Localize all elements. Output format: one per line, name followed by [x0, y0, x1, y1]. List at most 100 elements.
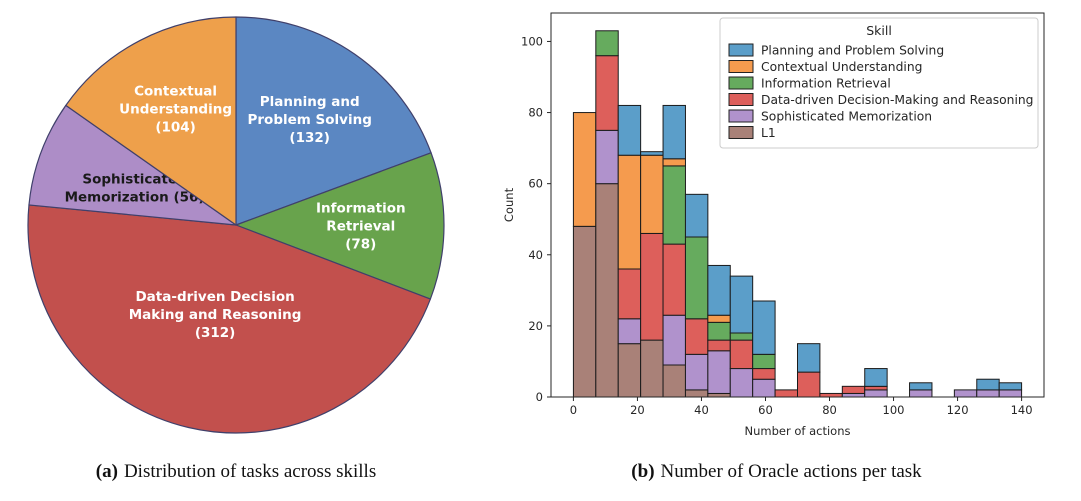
y-tick-label: 100 — [521, 34, 543, 48]
bar-segment — [797, 343, 821, 373]
x-axis-label: Number of actions — [745, 424, 851, 438]
bar-segment — [752, 300, 776, 355]
caption-b: (b) Number of Oracle actions per task — [631, 461, 921, 483]
caption-a-label: (a) — [95, 461, 118, 482]
bar-segment — [707, 350, 731, 394]
x-tick-label: 60 — [758, 403, 773, 417]
bar-segment — [729, 275, 754, 334]
bar-segment — [640, 151, 664, 156]
x-tick-label: 0 — [570, 403, 577, 417]
bar-segment — [617, 154, 642, 270]
pie-chart: Planning and Problem Solving (132) Informat… — [27, 16, 445, 434]
x-tick-label: 140 — [1011, 403, 1033, 417]
bar-segment — [707, 339, 731, 352]
legend-entry-label: Contextual Understanding — [761, 60, 922, 74]
legend-swatch — [728, 93, 754, 106]
legend-entry-label: Information Retrieval — [761, 77, 891, 91]
bar-segment — [752, 353, 776, 370]
pie-slice-label: Data-driven Decision Making and Reasoning… — [129, 289, 302, 341]
bar-segment — [841, 392, 866, 398]
bar-segment — [864, 385, 888, 391]
bar-segment — [595, 55, 619, 131]
bar-segment — [640, 339, 664, 398]
legend-entry-label: Data-driven Decision-Making and Reasonin… — [761, 93, 1033, 107]
legend-entry-label: Planning and Problem Solving — [761, 44, 944, 58]
bar-segment — [864, 368, 888, 387]
bar-segment — [909, 382, 933, 391]
pie-slice — [235, 152, 445, 300]
legend-entry-label: Sophisticated Memorization — [761, 110, 932, 124]
bar-segment — [819, 392, 843, 398]
bar-segment — [662, 243, 686, 316]
bar-segment — [662, 314, 686, 366]
pie-slice-label: Contextual Understanding (104) — [119, 84, 232, 136]
x-tick-label: 80 — [822, 403, 837, 417]
bar-segment — [797, 371, 821, 398]
x-tick-label: 20 — [630, 403, 645, 417]
bar-segment — [774, 389, 798, 398]
y-tick-label: 0 — [536, 390, 543, 404]
pie-slice — [28, 104, 237, 226]
bar-segment — [707, 314, 731, 323]
caption-b-text: Number of Oracle actions per task — [660, 461, 922, 482]
bar-segment — [684, 193, 709, 238]
histogram-chart: 0 20 40 60 80 100 120 140 0 20 40 60 80 100 Number of … — [502, 12, 1045, 438]
bar-segment — [864, 389, 888, 398]
bar-segment — [707, 264, 731, 316]
y-axis-label: Count — [502, 187, 516, 222]
bar-segment — [617, 104, 642, 156]
bar-segment — [662, 104, 686, 160]
bar-segment — [752, 368, 776, 380]
bar-segment — [729, 332, 754, 341]
legend-swatch — [728, 109, 754, 123]
y-tick-label: 80 — [528, 106, 543, 120]
bar-segment — [595, 129, 619, 185]
legend-swatch — [728, 126, 754, 139]
y-tick-label: 60 — [528, 177, 543, 191]
pie-slice-label: Planning and Problem Solving (132) — [248, 94, 372, 146]
legend-swatch — [728, 43, 754, 57]
bar-segment — [617, 343, 642, 398]
bar-segment — [752, 378, 776, 398]
bar-segment — [976, 389, 1000, 398]
bar-segment — [953, 389, 978, 398]
x-tick-label: 40 — [694, 403, 709, 417]
pie-slice-label: Sophisticated Memorization (56) — [65, 171, 205, 205]
bar-segment — [640, 154, 664, 234]
bar-segment — [729, 368, 754, 398]
bar-segment — [841, 385, 866, 394]
y-tick-label: 20 — [528, 319, 543, 333]
bar-segment — [662, 165, 686, 245]
bar-segment — [684, 389, 709, 398]
bar-segment — [998, 382, 1023, 391]
bar-segment — [595, 30, 619, 57]
legend-swatch — [728, 76, 754, 90]
caption-b-label: (b) — [631, 461, 655, 482]
legend-title: Skill — [866, 23, 892, 38]
bar-segment — [640, 232, 664, 341]
bar-segment — [976, 378, 1000, 391]
legend-entry-label: L1 — [761, 126, 776, 140]
pie-slice — [27, 204, 431, 434]
x-tick-label: 100 — [883, 403, 905, 417]
bar-segment — [662, 158, 686, 167]
pie-slice — [235, 16, 432, 226]
y-tick-label: 40 — [528, 248, 543, 262]
bar-segment — [684, 318, 709, 355]
bar-segment — [572, 225, 597, 398]
bar-segment — [684, 236, 709, 320]
bar-segment — [662, 364, 686, 398]
bar-segment — [572, 112, 597, 227]
bar-segment — [617, 318, 642, 345]
bar-segment — [909, 389, 933, 398]
x-tick-label: 120 — [947, 403, 969, 417]
legend-swatch — [728, 60, 754, 73]
legend-box — [719, 17, 1039, 149]
histogram-panel: 0 20 40 60 80 100 120 140 0 20 40 60 80 100 Number of … — [472, 0, 1081, 501]
pie-panel: Planning and Problem Solving (132) Informat… — [0, 0, 472, 501]
pie-slice-label: Information Retrieval (78) — [316, 201, 406, 253]
caption-a: (a) Distribution of tasks across skills — [96, 461, 376, 483]
pie-slice — [65, 16, 237, 226]
bar-segment — [595, 183, 619, 398]
bar-segment — [707, 392, 731, 398]
